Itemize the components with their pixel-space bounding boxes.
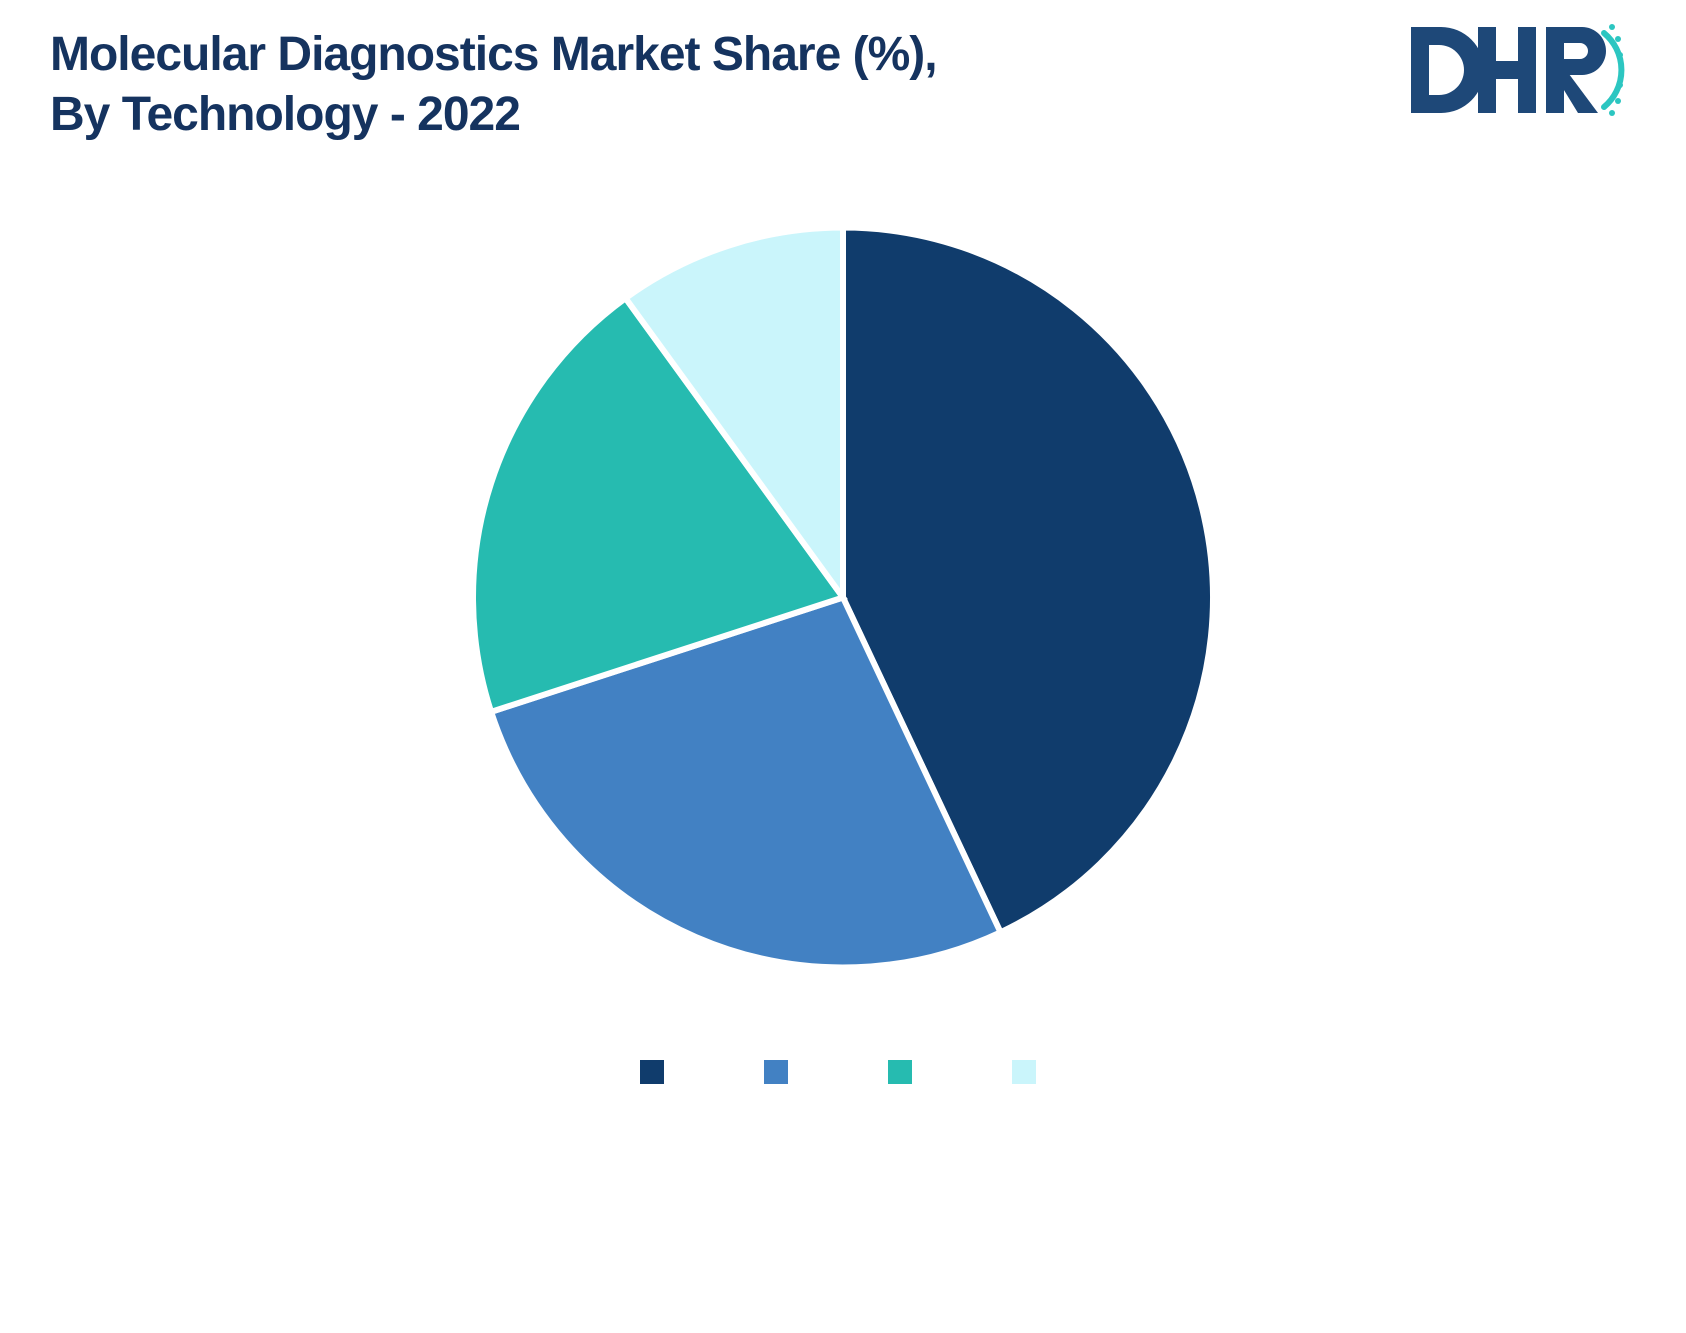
chart-title-line1: Molecular Diagnostics Market Share (%), (50, 25, 937, 85)
legend (640, 1060, 1046, 1084)
pie-svg (463, 218, 1223, 978)
legend-item (888, 1060, 922, 1084)
chart-title-block: Molecular Diagnostics Market Share (%), … (50, 25, 937, 145)
legend-item (640, 1060, 674, 1084)
legend-swatch (764, 1060, 788, 1084)
legend-swatch (640, 1060, 664, 1084)
page-root: Molecular Diagnostics Market Share (%), … (0, 0, 1686, 1333)
dhr-logo (1406, 15, 1626, 130)
legend-swatch (888, 1060, 912, 1084)
legend-item (1012, 1060, 1046, 1084)
chart-title-line2: By Technology - 2022 (50, 85, 937, 145)
pie-chart (463, 218, 1223, 983)
dhr-logo-svg (1406, 15, 1626, 125)
legend-swatch (1012, 1060, 1036, 1084)
legend-item (764, 1060, 798, 1084)
